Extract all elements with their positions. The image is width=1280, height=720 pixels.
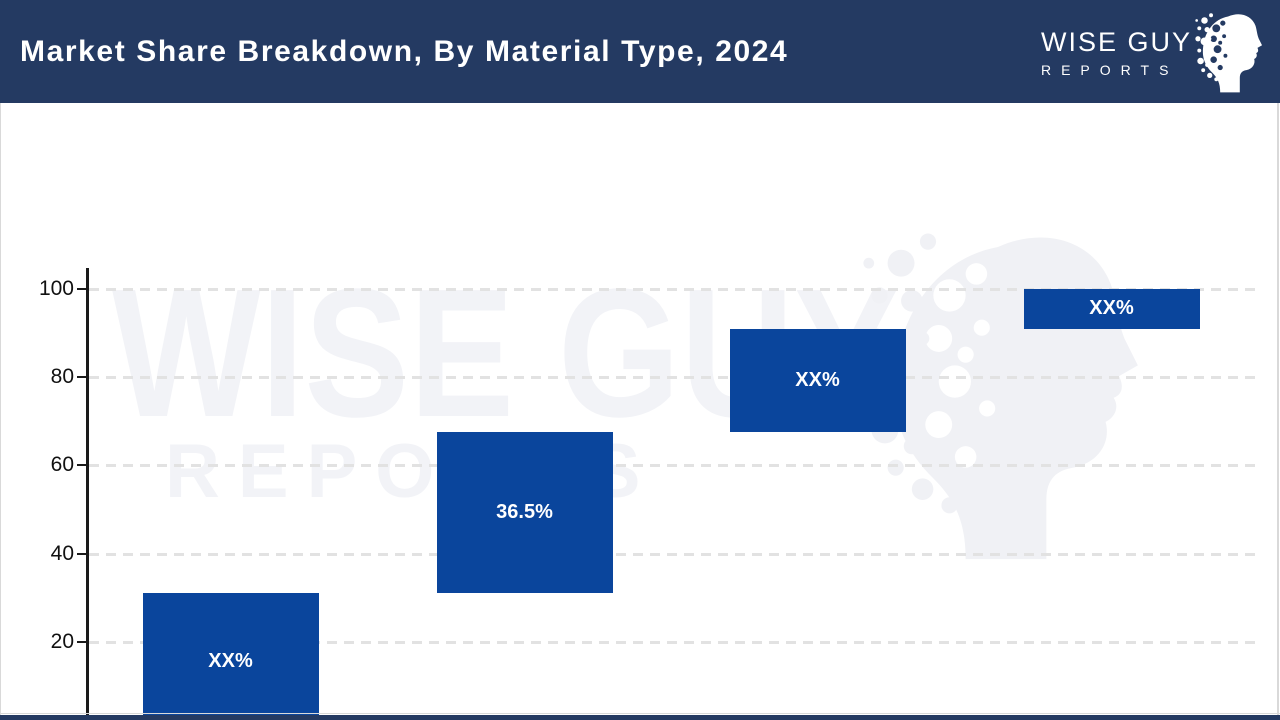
page-left-border — [0, 103, 1, 715]
wise-guy-reports-logo: WISE GUY REPORTS — [1041, 10, 1266, 95]
y-tick-mark-40 — [77, 552, 86, 555]
gridline-40 — [89, 552, 1255, 556]
bar-brass: 36.5% — [436, 432, 613, 594]
bar-stainless-steel: XX% — [142, 593, 319, 720]
page-title: Market Share Breakdown, By Material Type… — [20, 35, 789, 68]
y-tick-label-80: 80 — [50, 365, 74, 389]
y-axis-line — [86, 268, 89, 720]
bar-bronze: XX% — [1023, 289, 1200, 329]
header-bar: Market Share Breakdown, By Material Type… — [0, 0, 1280, 103]
y-tick-mark-20 — [77, 640, 86, 643]
bar-value-label-bronze: XX% — [1089, 297, 1134, 320]
y-tick-label-100: 100 — [38, 277, 74, 300]
head-profile-icon — [1195, 13, 1263, 93]
footer-bar — [0, 715, 1280, 720]
gridline-60 — [89, 464, 1255, 468]
y-tick-mark-100 — [77, 288, 86, 290]
bar-plastic: XX% — [729, 328, 906, 433]
y-tick-label-20: 20 — [50, 629, 74, 653]
page-bottom-border — [0, 713, 1280, 714]
page-right-border — [1277, 103, 1279, 715]
gridline-80 — [89, 376, 1255, 380]
bar-value-label-plastic: XX% — [795, 369, 840, 391]
market-share-chart: 020406080100 XX%36.5%XX%XX% Stainless St… — [0, 103, 1280, 720]
gridline-100 — [89, 288, 1255, 291]
logo-text: WISE GUY REPORTS — [1041, 27, 1192, 78]
y-tick-mark-60 — [77, 464, 86, 467]
bar-value-label-stainless-steel: XX% — [208, 650, 253, 673]
gridline-20 — [89, 640, 1255, 644]
logo-sub-text: REPORTS — [1040, 62, 1179, 78]
y-tick-label-40: 40 — [50, 541, 74, 565]
y-tick-mark-80 — [77, 376, 86, 379]
logo-brand-text: WISE GUY — [1040, 27, 1192, 57]
bar-value-label-brass: 36.5% — [496, 501, 553, 524]
y-tick-label-60: 60 — [50, 453, 74, 477]
